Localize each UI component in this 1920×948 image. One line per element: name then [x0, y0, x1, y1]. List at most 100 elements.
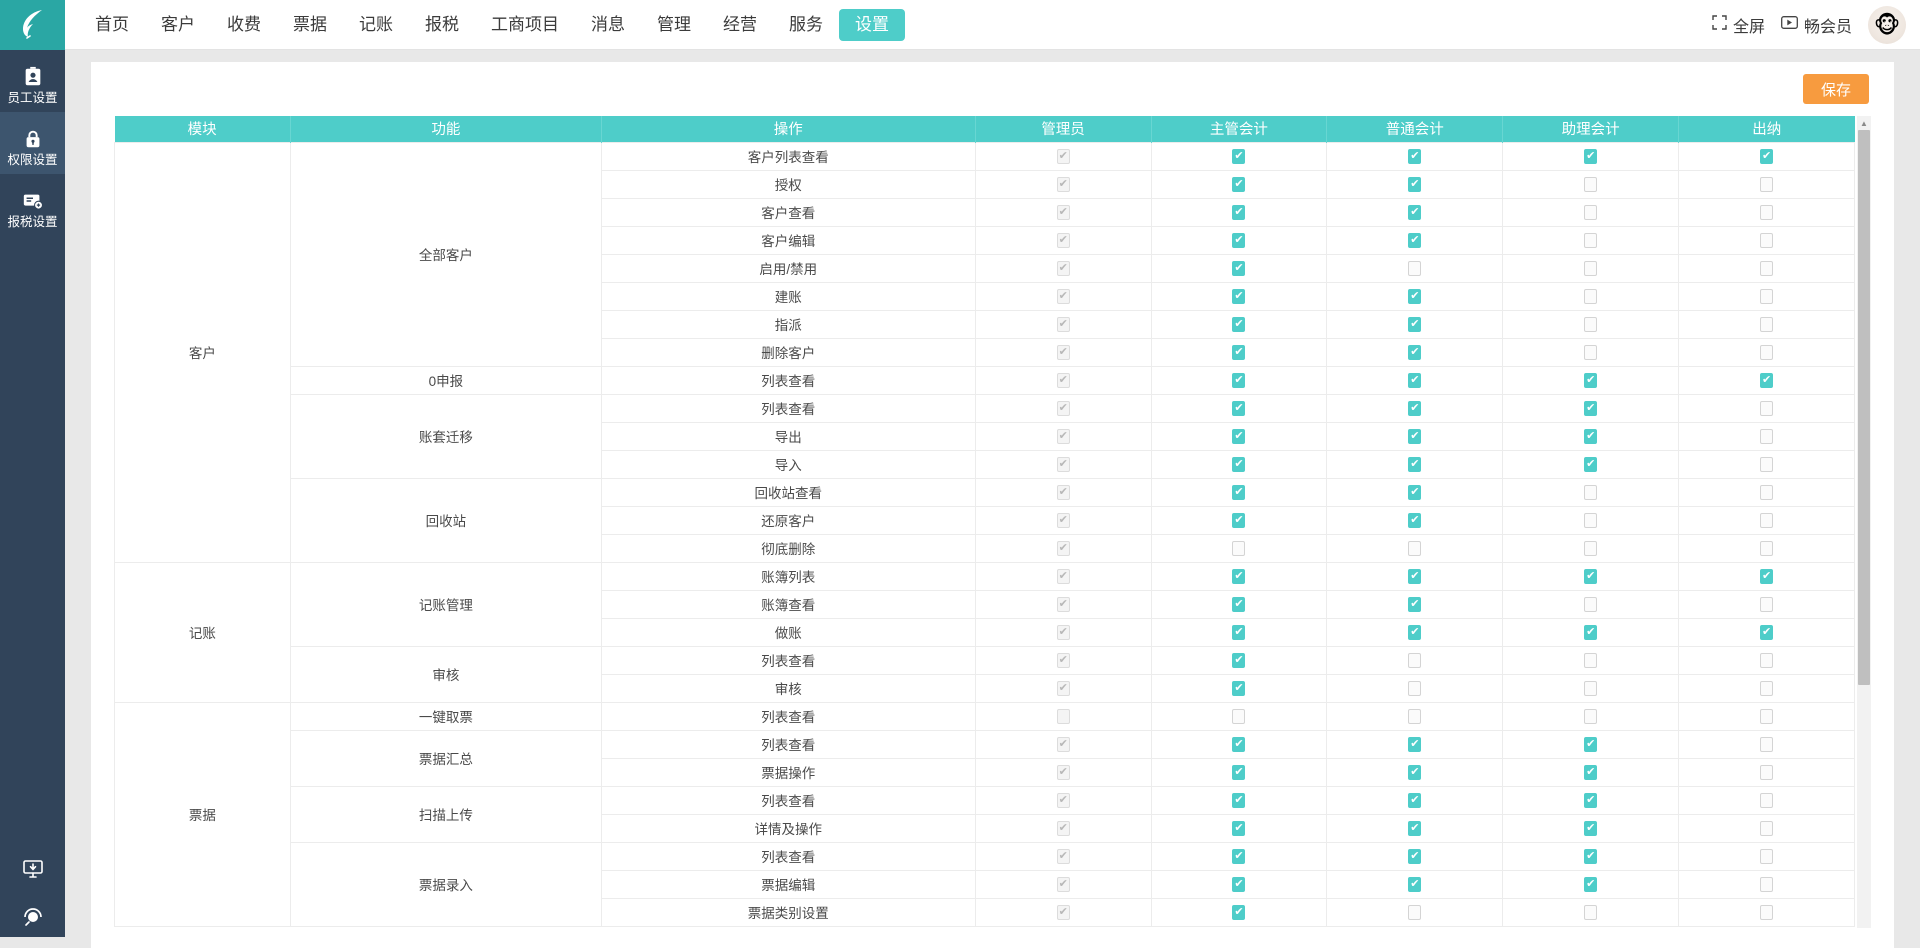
- permission-cell[interactable]: [1502, 785, 1680, 815]
- permission-cell[interactable]: [974, 197, 1152, 227]
- permission-cell[interactable]: [1678, 701, 1855, 731]
- permission-cell[interactable]: [1326, 365, 1504, 395]
- headset-support-icon[interactable]: [21, 903, 45, 927]
- permission-checkbox[interactable]: [1408, 736, 1422, 753]
- permission-checkbox[interactable]: [1760, 764, 1774, 780]
- permission-checkbox[interactable]: [1584, 680, 1598, 696]
- permission-checkbox[interactable]: [1232, 736, 1246, 753]
- permission-cell[interactable]: [1502, 589, 1680, 619]
- permission-checkbox[interactable]: [1232, 708, 1246, 724]
- permission-cell[interactable]: [974, 785, 1152, 815]
- permission-cell[interactable]: [974, 141, 1152, 171]
- permission-cell[interactable]: [1502, 141, 1680, 171]
- permission-cell[interactable]: [1502, 225, 1680, 255]
- permission-cell[interactable]: [1678, 729, 1855, 759]
- permission-cell[interactable]: [974, 169, 1152, 199]
- permission-cell[interactable]: [1326, 505, 1504, 535]
- permission-checkbox[interactable]: [1584, 372, 1598, 389]
- permission-cell[interactable]: [1502, 841, 1680, 871]
- permission-cell[interactable]: [1326, 449, 1504, 479]
- permission-checkbox[interactable]: [1232, 260, 1246, 277]
- permission-cell[interactable]: [974, 897, 1152, 927]
- permission-checkbox[interactable]: [1760, 792, 1774, 808]
- permission-cell[interactable]: [1326, 785, 1504, 815]
- permission-cell[interactable]: [974, 533, 1152, 563]
- scrollbar-thumb[interactable]: [1858, 130, 1870, 685]
- permission-cell[interactable]: [1326, 561, 1504, 591]
- permission-cell[interactable]: [974, 421, 1152, 451]
- permission-checkbox[interactable]: [1760, 372, 1774, 389]
- permission-checkbox[interactable]: [1408, 596, 1422, 613]
- permission-cell[interactable]: [974, 589, 1152, 619]
- permission-cell[interactable]: [1502, 533, 1680, 563]
- permission-cell[interactable]: [974, 365, 1152, 395]
- permission-checkbox[interactable]: [1760, 708, 1774, 724]
- permission-checkbox[interactable]: [1584, 428, 1598, 445]
- permission-checkbox[interactable]: [1408, 540, 1422, 556]
- permission-cell[interactable]: [1502, 421, 1680, 451]
- permission-cell[interactable]: [1150, 421, 1328, 451]
- member-button[interactable]: 畅会员: [1781, 13, 1852, 37]
- permission-checkbox[interactable]: [1760, 176, 1774, 192]
- nav-item-9[interactable]: 经营: [723, 15, 757, 34]
- permission-checkbox[interactable]: [1584, 568, 1598, 585]
- permission-checkbox[interactable]: [1760, 344, 1774, 360]
- permission-checkbox[interactable]: [1760, 596, 1774, 612]
- permission-cell[interactable]: [1150, 197, 1328, 227]
- permission-checkbox[interactable]: [1584, 624, 1598, 641]
- permission-cell[interactable]: [974, 505, 1152, 535]
- permission-checkbox[interactable]: [1232, 148, 1246, 165]
- permission-checkbox[interactable]: [1232, 484, 1246, 501]
- permission-cell[interactable]: [1150, 393, 1328, 423]
- permission-cell[interactable]: [1150, 169, 1328, 199]
- permission-checkbox[interactable]: [1232, 764, 1246, 781]
- permission-cell[interactable]: [1150, 449, 1328, 479]
- nav-item-7[interactable]: 消息: [591, 15, 625, 34]
- nav-item-1[interactable]: 客户: [161, 15, 195, 34]
- permission-cell[interactable]: [1326, 337, 1504, 367]
- permission-checkbox[interactable]: [1232, 288, 1246, 305]
- sidebar-item-0[interactable]: 员工设置: [0, 50, 65, 112]
- permission-checkbox[interactable]: [1408, 512, 1422, 529]
- permission-cell[interactable]: [1150, 785, 1328, 815]
- permission-cell[interactable]: [974, 869, 1152, 899]
- permission-checkbox[interactable]: [1584, 148, 1598, 165]
- scrollbar-up-arrow[interactable]: ▲: [1860, 118, 1868, 128]
- sidebar-item-1[interactable]: 权限设置: [0, 112, 65, 174]
- permission-checkbox[interactable]: [1232, 568, 1246, 585]
- permission-checkbox[interactable]: [1584, 344, 1598, 360]
- permission-cell[interactable]: [1502, 253, 1680, 283]
- permission-cell[interactable]: [1502, 617, 1680, 647]
- permission-cell[interactable]: [1678, 673, 1855, 703]
- nav-item-11[interactable]: 设置: [839, 9, 905, 41]
- permission-cell[interactable]: [1678, 337, 1855, 367]
- permission-cell[interactable]: [1678, 141, 1855, 171]
- permission-checkbox[interactable]: [1584, 176, 1598, 192]
- permission-cell[interactable]: [1150, 813, 1328, 843]
- permission-cell[interactable]: [974, 673, 1152, 703]
- permission-checkbox[interactable]: [1584, 904, 1598, 920]
- permission-checkbox[interactable]: [1584, 400, 1598, 417]
- permission-cell[interactable]: [1502, 281, 1680, 311]
- permission-checkbox[interactable]: [1760, 232, 1774, 248]
- permission-cell[interactable]: [1150, 505, 1328, 535]
- permission-checkbox[interactable]: [1584, 204, 1598, 220]
- permission-checkbox[interactable]: [1760, 204, 1774, 220]
- permission-cell[interactable]: [974, 617, 1152, 647]
- permission-cell[interactable]: [1150, 701, 1328, 731]
- fullscreen-button[interactable]: 全屏: [1712, 13, 1765, 37]
- permission-checkbox[interactable]: [1584, 512, 1598, 528]
- permission-checkbox[interactable]: [1408, 792, 1422, 809]
- permission-cell[interactable]: [1150, 253, 1328, 283]
- permission-checkbox[interactable]: [1232, 540, 1246, 556]
- permission-cell[interactable]: [1502, 673, 1680, 703]
- permission-checkbox[interactable]: [1584, 260, 1598, 276]
- permission-cell[interactable]: [974, 561, 1152, 591]
- permission-checkbox[interactable]: [1408, 680, 1422, 696]
- nav-item-8[interactable]: 管理: [657, 15, 691, 34]
- permission-checkbox[interactable]: [1760, 456, 1774, 472]
- permission-cell[interactable]: [1326, 253, 1504, 283]
- permission-checkbox[interactable]: [1584, 792, 1598, 809]
- permission-cell[interactable]: [1326, 841, 1504, 871]
- permission-cell[interactable]: [1326, 897, 1504, 927]
